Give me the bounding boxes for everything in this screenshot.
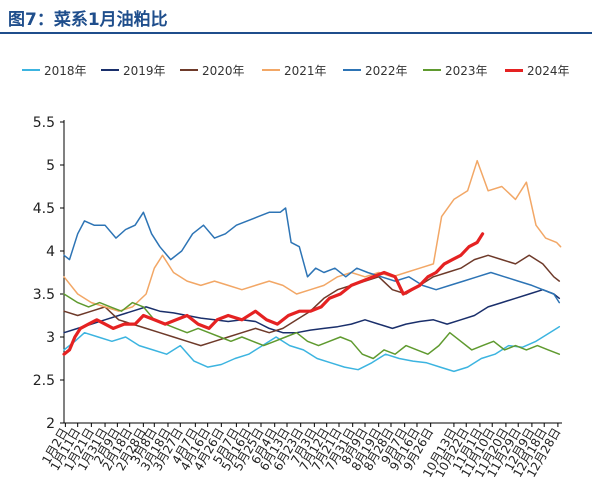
legend-item: 2020年	[180, 62, 245, 78]
legend-item: 2022年	[343, 62, 408, 78]
legend-item: 2021年	[262, 62, 327, 78]
legend-swatch	[101, 69, 119, 71]
legend-item: 2023年	[423, 62, 488, 78]
legend-item: 2019年	[101, 62, 166, 78]
series-line-2024年	[62, 232, 485, 356]
series-line-2020年	[63, 254, 561, 347]
legend-swatch	[22, 69, 40, 71]
legend-label: 2023年	[445, 63, 488, 78]
y-tick-label: 4.5	[33, 201, 55, 217]
y-tick-label: 4	[46, 244, 55, 260]
legend-item: 2024年	[505, 62, 570, 78]
legend-swatch	[262, 69, 280, 71]
legend-label: 2020年	[202, 63, 245, 78]
series-line-2022年	[63, 207, 561, 304]
series-line-2018年	[63, 325, 561, 373]
series-line-2021年	[63, 159, 562, 312]
y-tick-label: 3	[46, 330, 55, 346]
series-line-2019年	[63, 288, 561, 334]
series-line-2023年	[63, 293, 561, 360]
legend-swatch	[423, 69, 441, 71]
chart-title: 图7：菜系1月油粕比	[8, 10, 168, 30]
legend-label: 2018年	[44, 63, 87, 78]
chart-legend: 2018年 2019年 2020年 2021年 2022年 2023年 2024年	[0, 58, 592, 82]
y-tick-label: 2	[46, 416, 55, 432]
y-tick-label: 5.5	[33, 115, 55, 131]
legend-swatch	[505, 68, 523, 72]
legend-item: 2018年	[22, 62, 87, 78]
legend-label: 2019年	[123, 63, 166, 78]
y-tick-label: 5	[46, 158, 55, 174]
y-tick-label: 3.5	[33, 287, 55, 303]
legend-label: 2022年	[365, 63, 408, 78]
legend-swatch	[180, 69, 198, 71]
legend-label: 2024年	[527, 63, 570, 78]
chart-title-bar: 图7：菜系1月油粕比	[0, 0, 592, 34]
legend-label: 2021年	[284, 63, 327, 78]
y-tick-label: 2.5	[33, 373, 55, 389]
title-underline	[0, 32, 592, 34]
legend-swatch	[343, 69, 361, 71]
